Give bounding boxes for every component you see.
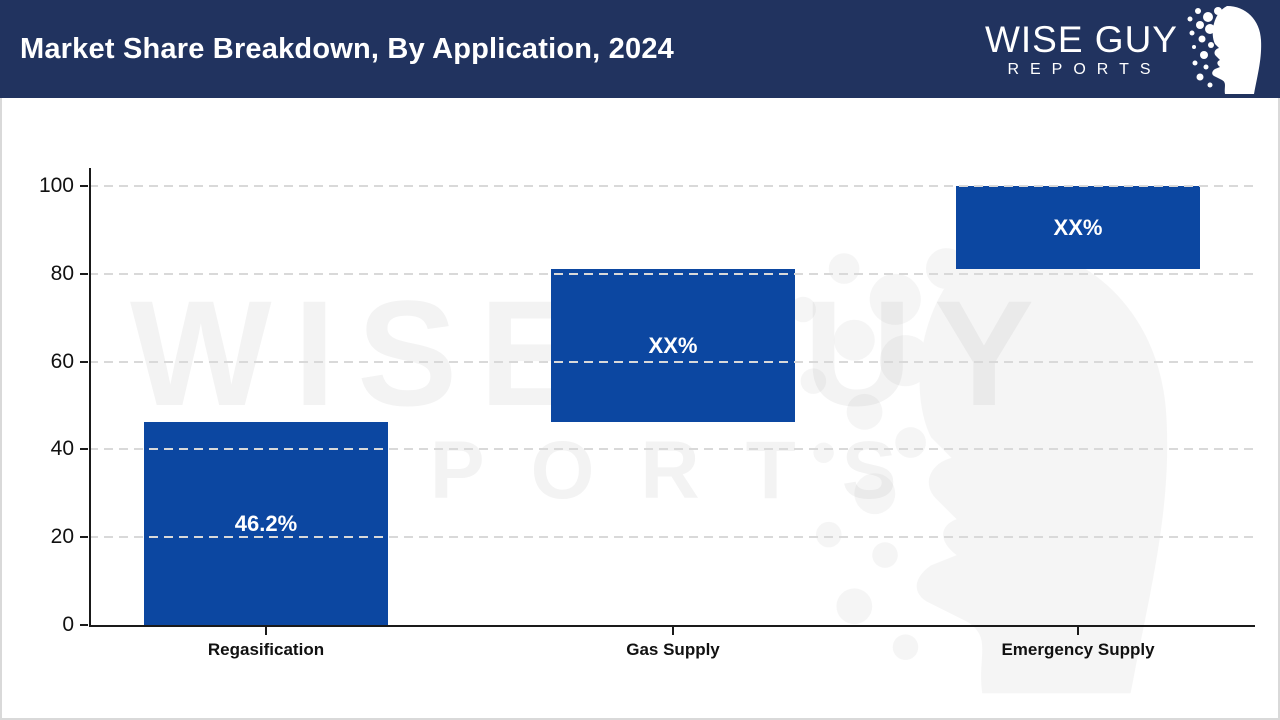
bar-value-label: 46.2% xyxy=(234,510,298,536)
x-category-label: Emergency Supply xyxy=(1001,640,1155,659)
brand-head-icon xyxy=(1187,6,1262,94)
bar-gas-supply: XX% xyxy=(551,269,795,423)
y-tick-mark-20 xyxy=(80,536,88,539)
page-title: Market Share Breakdown, By Application, … xyxy=(20,32,674,65)
gridline-40 xyxy=(89,448,1258,451)
y-tick-label-80: 80 xyxy=(50,261,74,285)
y-tick-label-60: 60 xyxy=(50,349,74,373)
y-tick-label-20: 20 xyxy=(50,525,74,549)
y-tick-mark-0 xyxy=(80,624,88,626)
brand-logo: WISE GUY REPORTS xyxy=(985,0,1266,98)
bar-emergency-supply: XX% xyxy=(956,186,1200,270)
x-tick-mark-3 xyxy=(1077,626,1079,635)
gridline-80 xyxy=(89,272,1258,275)
bar-value-label: XX% xyxy=(648,332,698,358)
y-tick-label-100: 100 xyxy=(38,174,74,197)
y-tick-label-0: 0 xyxy=(62,613,74,636)
y-axis-line xyxy=(89,168,91,627)
brand-logo-text: WISE GUY REPORTS xyxy=(985,21,1178,78)
bar-regasification: 46.2% xyxy=(144,422,388,625)
x-tick-mark-2 xyxy=(672,626,674,635)
x-tick-mark-1 xyxy=(265,626,267,635)
x-category-label: Regasification xyxy=(207,640,325,659)
y-tick-mark-40 xyxy=(80,448,88,451)
gridline-20 xyxy=(89,536,1258,539)
y-tick-mark-80 xyxy=(80,272,88,275)
y-tick-mark-60 xyxy=(80,360,88,363)
x-category-label: Gas Supply xyxy=(626,640,720,659)
gridline-100 xyxy=(89,185,1258,187)
chart-area: WISE GUY REPORTS 46.2%XX%XX%020406080100… xyxy=(2,98,1278,718)
x-axis-line xyxy=(89,625,1255,627)
watermark-head-icon xyxy=(790,243,1168,694)
bar-value-label: XX% xyxy=(1053,214,1103,240)
header-bar: Market Share Breakdown, By Application, … xyxy=(0,0,1280,98)
brand-name: WISE GUY xyxy=(984,18,1178,60)
brand-subname: REPORTS xyxy=(1007,60,1162,78)
gridline-60 xyxy=(89,360,1258,363)
y-tick-label-40: 40 xyxy=(50,437,74,461)
y-tick-mark-100 xyxy=(80,185,88,187)
